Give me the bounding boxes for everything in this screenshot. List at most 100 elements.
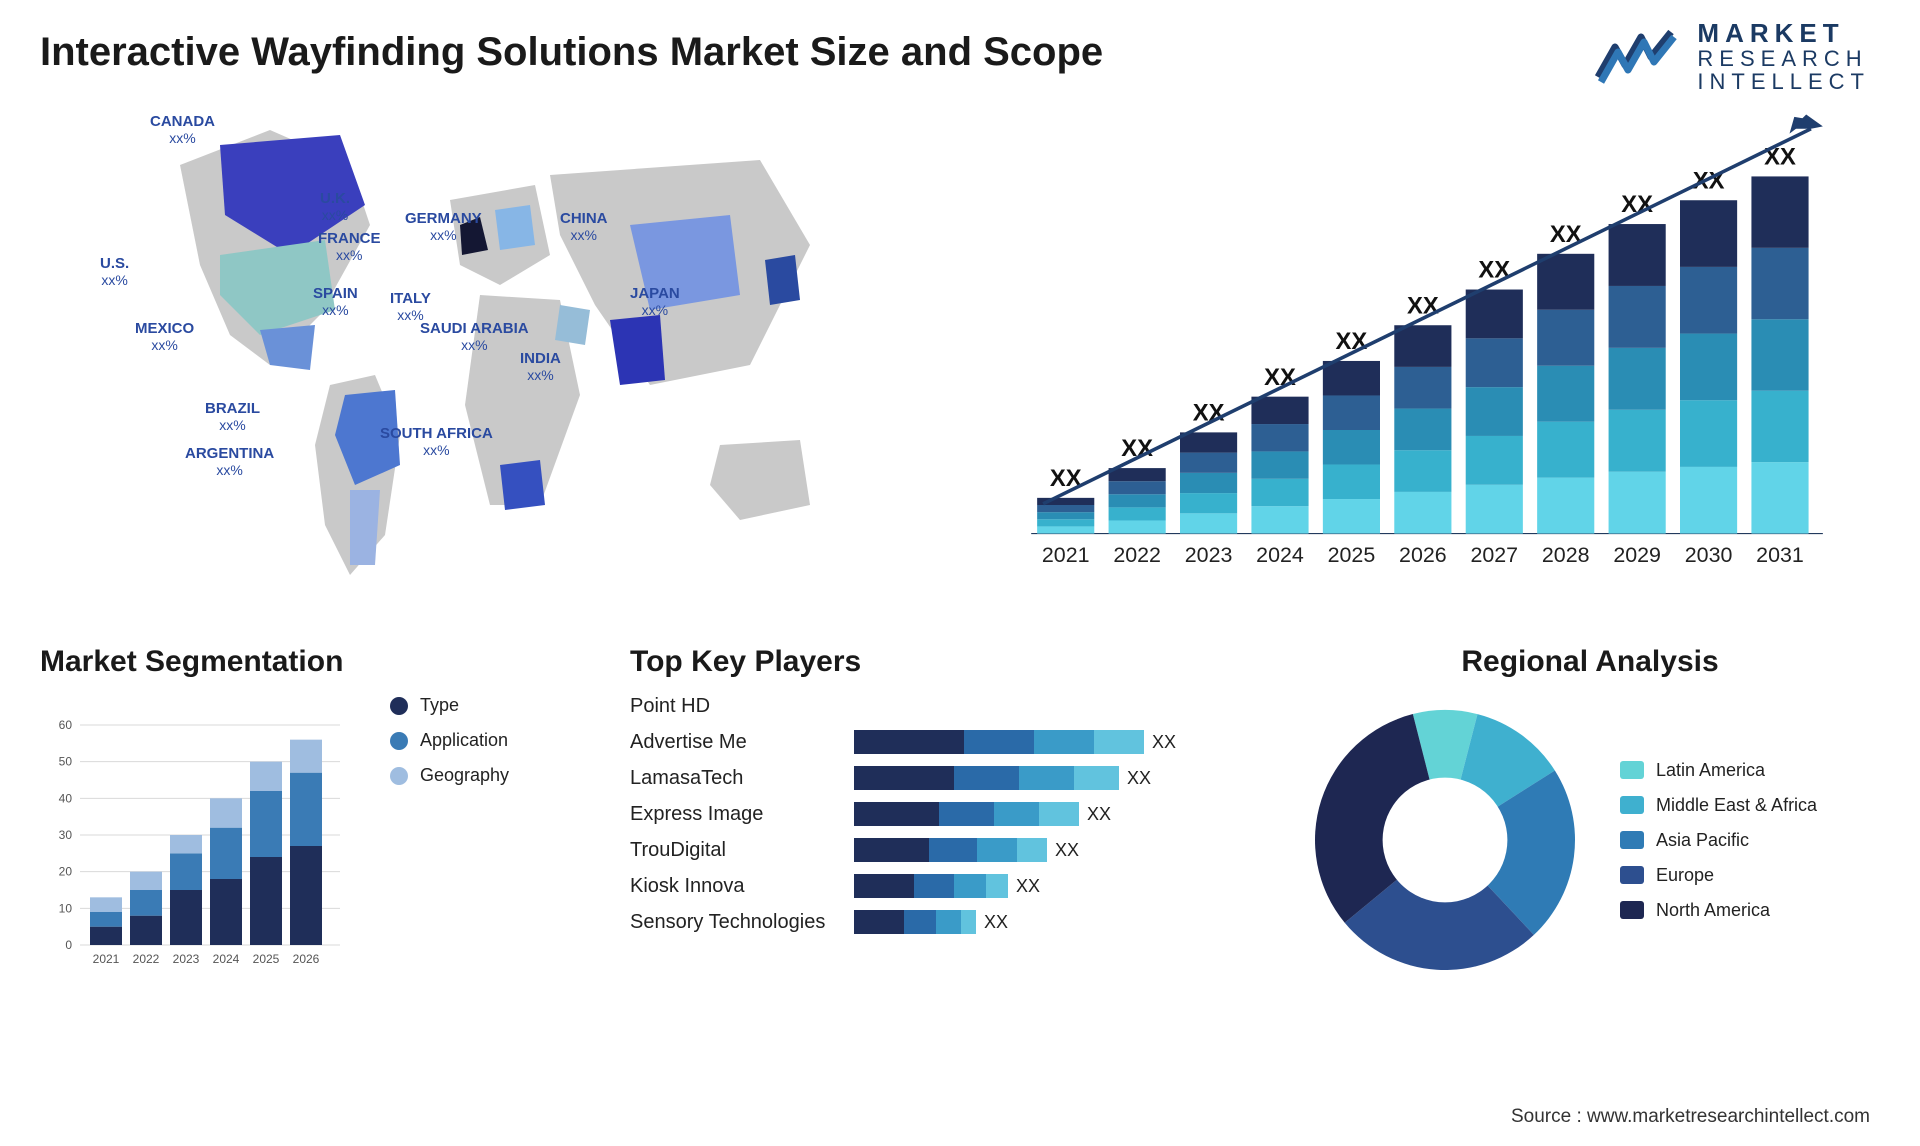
- map-label-china: CHINAxx%: [560, 210, 608, 245]
- player-bar: [854, 730, 1144, 754]
- svg-text:2022: 2022: [1113, 543, 1161, 567]
- logo-line3: INTELLECT: [1697, 70, 1870, 93]
- map-label-canada: CANADAxx%: [150, 113, 215, 148]
- svg-text:2022: 2022: [133, 952, 160, 966]
- segmentation-chart: 0 10 20 30 40 50 60 2021 2022 2023 2024 2025 2026: [40, 695, 360, 975]
- legend-label: Asia Pacific: [1656, 830, 1749, 851]
- legend-label: Europe: [1656, 865, 1714, 886]
- legend-swatch: [1620, 866, 1644, 884]
- key-players-panel: Top Key Players Point HDAdvertise MeXXLa…: [630, 645, 1250, 985]
- svg-text:30: 30: [59, 828, 73, 842]
- regional-panel: Regional Analysis Latin America Middle Ea…: [1300, 645, 1880, 985]
- player-value: XX: [1127, 768, 1151, 789]
- svg-text:2026: 2026: [293, 952, 320, 966]
- regional-legend: Latin America Middle East & Africa Asia Pa…: [1620, 760, 1817, 921]
- svg-text:2021: 2021: [93, 952, 120, 966]
- player-row: TrouDigital XX: [630, 838, 1250, 862]
- svg-text:10: 10: [59, 901, 73, 915]
- brand-logo: MARKET RESEARCH INTELLECT: [1593, 20, 1870, 93]
- legend-dot: [390, 732, 408, 750]
- svg-text:2025: 2025: [1328, 543, 1376, 567]
- legend-label: Middle East & Africa: [1656, 795, 1817, 816]
- growth-bar-chart: XX2021XX2022XX2023XX2024XX2025XX2026XX20…: [980, 105, 1880, 605]
- player-name: Express Image: [630, 803, 840, 826]
- player-name: TrouDigital: [630, 839, 840, 862]
- map-label-mexico: MEXICOxx%: [135, 320, 194, 355]
- player-row: Sensory TechnologiesXX: [630, 910, 1250, 934]
- svg-text:XX: XX: [1407, 292, 1439, 319]
- svg-text:2029: 2029: [1613, 543, 1661, 567]
- player-row: Advertise Me XX: [630, 730, 1250, 754]
- player-value: XX: [1055, 840, 1079, 861]
- map-label-saudi-arabia: SAUDI ARABIAxx%: [420, 320, 529, 355]
- player-value: XX: [984, 912, 1008, 933]
- segmentation-panel: Market Segmentation 0 10 20 30 40 50 60 2021 202…: [40, 645, 580, 985]
- svg-text:2021: 2021: [1042, 543, 1090, 567]
- logo-line1: MARKET: [1697, 20, 1870, 47]
- svg-text:XX: XX: [1336, 328, 1368, 355]
- player-name: Advertise Me: [630, 731, 840, 754]
- logo-icon: [1593, 27, 1683, 87]
- player-value: XX: [1152, 732, 1176, 753]
- player-row: LamasaTech XX: [630, 766, 1250, 790]
- svg-text:2026: 2026: [1399, 543, 1447, 567]
- map-label-japan: JAPANxx%: [630, 285, 680, 320]
- regional-legend-item: Latin America: [1620, 760, 1817, 781]
- source-text: Source : www.marketresearchintellect.com: [1511, 1106, 1870, 1128]
- world-map: CANADAxx% U.S.xx% MEXICOxx% BRAZILxx% ARGENT…: [40, 105, 940, 605]
- svg-text:50: 50: [59, 755, 73, 769]
- player-bar: [854, 802, 1079, 826]
- legend-label: Latin America: [1656, 760, 1765, 781]
- regional-legend-item: Middle East & Africa: [1620, 795, 1817, 816]
- key-players-title: Top Key Players: [630, 645, 1250, 679]
- map-label-argentina: ARGENTINAxx%: [185, 445, 274, 480]
- svg-text:2030: 2030: [1685, 543, 1733, 567]
- legend-label: Geography: [420, 765, 509, 786]
- regional-title: Regional Analysis: [1300, 645, 1880, 679]
- regional-legend-item: Europe: [1620, 865, 1817, 886]
- svg-text:2023: 2023: [173, 952, 200, 966]
- legend-dot: [390, 697, 408, 715]
- seg-legend-item: Application: [390, 730, 509, 751]
- map-label-u-s-: U.S.xx%: [100, 255, 129, 290]
- player-name: LamasaTech: [630, 767, 840, 790]
- svg-text:2031: 2031: [1756, 543, 1804, 567]
- svg-text:2024: 2024: [213, 952, 240, 966]
- svg-text:2027: 2027: [1470, 543, 1518, 567]
- svg-text:20: 20: [59, 865, 73, 879]
- player-bar: [854, 874, 1008, 898]
- seg-legend-item: Type: [390, 695, 509, 716]
- player-value: XX: [1016, 876, 1040, 897]
- logo-line2: RESEARCH: [1697, 47, 1870, 70]
- legend-swatch: [1620, 901, 1644, 919]
- legend-swatch: [1620, 796, 1644, 814]
- player-bar: [854, 838, 1047, 862]
- legend-swatch: [1620, 831, 1644, 849]
- map-label-spain: SPAINxx%: [313, 285, 358, 320]
- map-svg: [40, 105, 940, 605]
- regional-donut: [1300, 695, 1590, 985]
- svg-text:2025: 2025: [253, 952, 280, 966]
- map-label-u-k-: U.K.xx%: [320, 190, 350, 225]
- svg-text:40: 40: [59, 791, 73, 805]
- key-players-list: Point HD Advertise Me XX LamasaTech XX Expres…: [630, 695, 1250, 934]
- legend-label: Application: [420, 730, 508, 751]
- svg-text:2028: 2028: [1542, 543, 1590, 567]
- regional-legend-item: North America: [1620, 900, 1817, 921]
- player-bar: [854, 910, 976, 934]
- segmentation-title: Market Segmentation: [40, 645, 580, 679]
- legend-label: Type: [420, 695, 459, 716]
- seg-legend-item: Geography: [390, 765, 509, 786]
- svg-text:60: 60: [59, 718, 73, 732]
- map-label-brazil: BRAZILxx%: [205, 400, 260, 435]
- player-name: Kiosk Innova: [630, 875, 840, 898]
- player-name: Point HD: [630, 695, 840, 718]
- map-label-india: INDIAxx%: [520, 350, 561, 385]
- legend-label: North America: [1656, 900, 1770, 921]
- svg-text:2024: 2024: [1256, 543, 1304, 567]
- player-row: Point HD: [630, 695, 1250, 718]
- legend-dot: [390, 767, 408, 785]
- svg-text:0: 0: [65, 938, 72, 952]
- player-row: Express ImageXX: [630, 802, 1250, 826]
- map-label-germany: GERMANYxx%: [405, 210, 482, 245]
